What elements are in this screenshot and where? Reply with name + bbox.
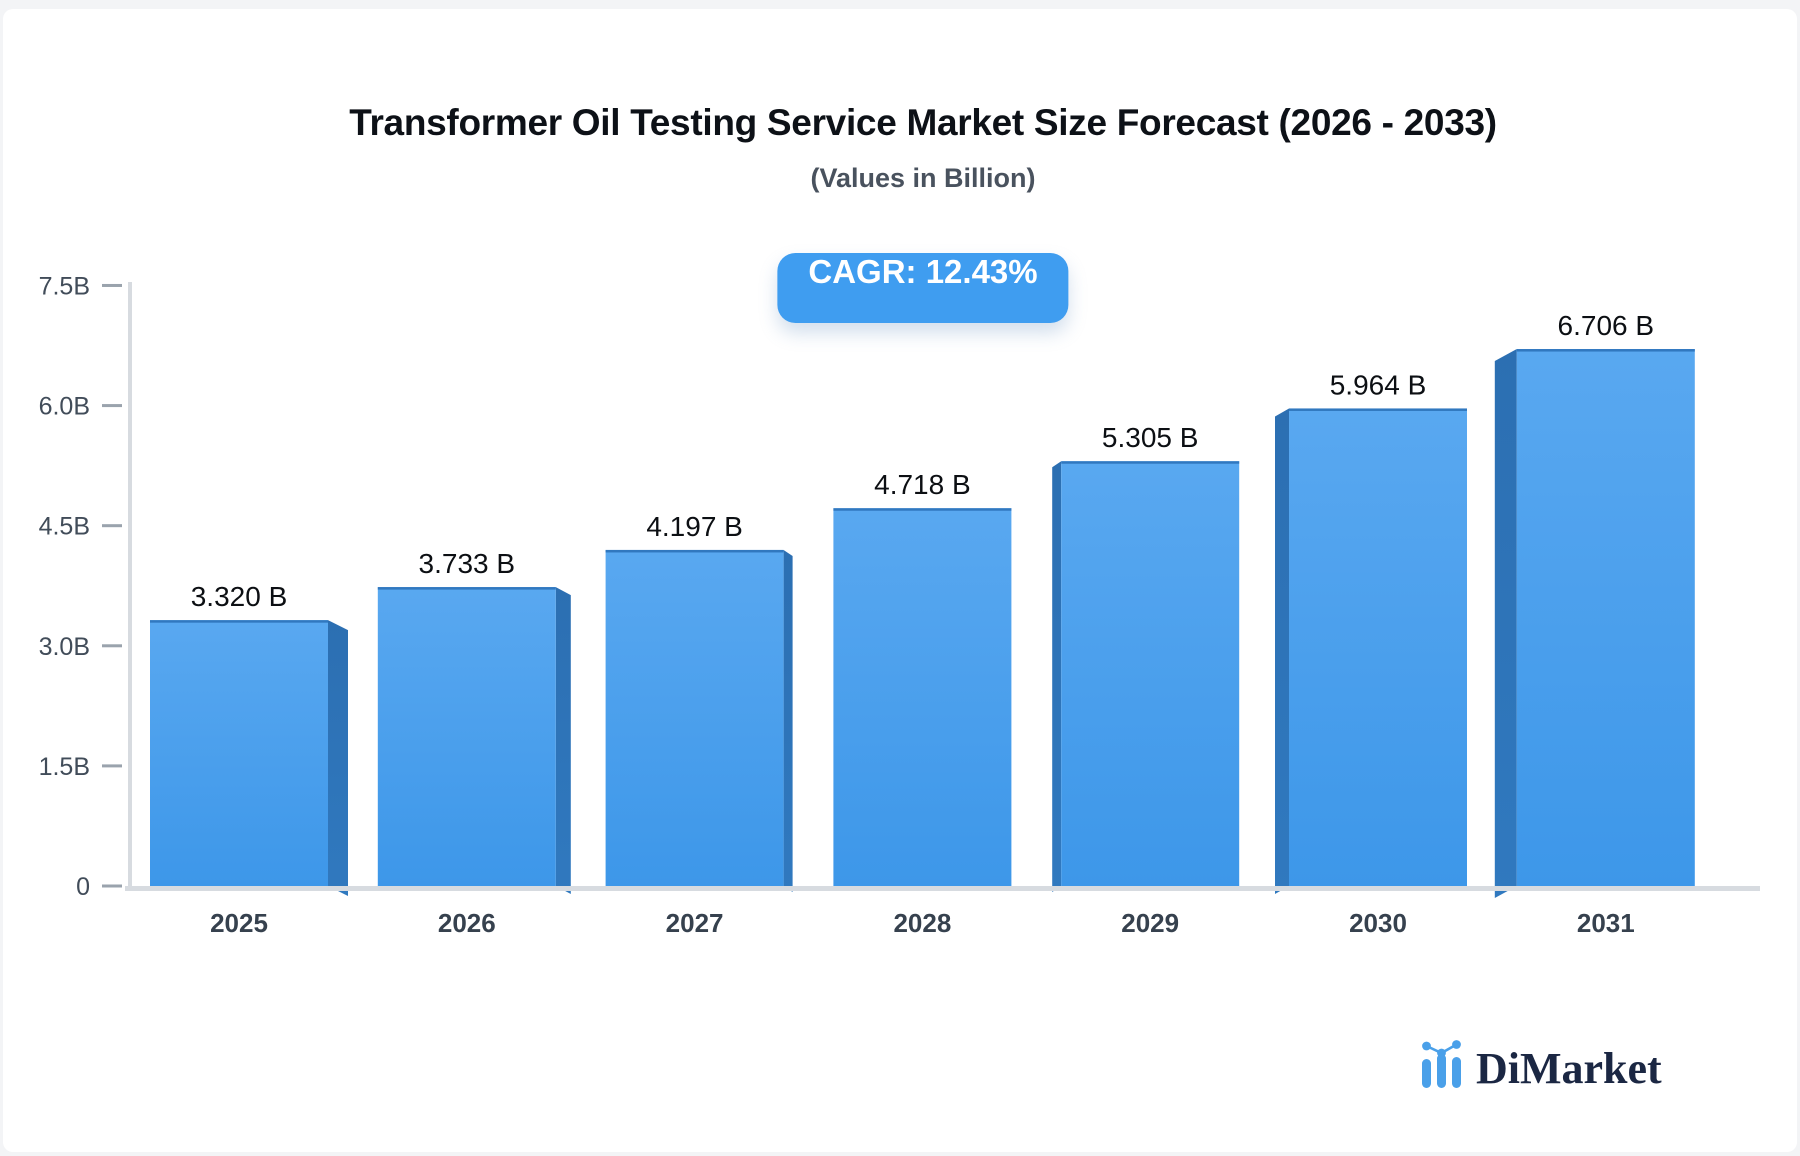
bar-top-edge [833, 508, 1012, 511]
bar-2025 [150, 620, 328, 886]
bar-2031 [1516, 349, 1695, 887]
chart-card: 0 1.5B 3.0B 4.5B 6.0B 7.5B 3.320 B 2025 3.733 B 2… [3, 9, 1797, 1152]
y-axis-line [128, 282, 132, 891]
bar-2030 [1289, 408, 1467, 886]
bar-side-panel [555, 587, 571, 894]
bar-side-panel [1052, 461, 1062, 892]
bar-value-label: 3.733 B [419, 548, 516, 579]
y-tick-label: 4.5B [39, 513, 90, 541]
x-axis-line [125, 886, 1760, 891]
y-tick [102, 644, 122, 648]
y-tick [102, 283, 122, 287]
y-tick-label: 1.5B [39, 753, 90, 781]
y-tick [102, 524, 122, 528]
bar-2026 [377, 587, 556, 886]
bar-2028 [833, 508, 1012, 886]
x-category-label: 2031 [1577, 908, 1635, 938]
bar-top-edge [377, 587, 556, 590]
bar-top-edge [1289, 408, 1467, 411]
bar-side-panel [1275, 408, 1289, 894]
bar-2029 [1061, 461, 1240, 886]
cagr-badge: CAGR: 12.43% [777, 253, 1069, 323]
bar-top-edge [150, 620, 328, 623]
brand-name: DiMarket [1476, 1043, 1662, 1093]
page-title: Transformer Oil Testing Service Market S… [349, 102, 1497, 143]
page-subtitle: (Values in Billion) [810, 163, 1036, 193]
x-category-label: 2027 [666, 908, 724, 938]
y-tick [102, 764, 122, 768]
bar-value-label: 5.305 B [1102, 422, 1199, 453]
y-tick-label: 7.5B [39, 272, 90, 300]
bar-chart-logo-icon [1422, 1040, 1461, 1088]
bar-2027 [605, 549, 784, 886]
bar-value-label: 4.718 B [874, 469, 971, 500]
y-tick-label: 0 [76, 873, 90, 901]
x-category-label: 2026 [438, 908, 496, 938]
x-category-label: 2025 [210, 908, 268, 938]
y-tick-label: 3.0B [39, 633, 90, 661]
bar-value-label: 5.964 B [1330, 369, 1427, 400]
bar-top-edge [1061, 461, 1240, 464]
bar-top-edge [1516, 349, 1695, 352]
bar-side-panel [328, 620, 348, 896]
x-category-label: 2028 [893, 908, 951, 938]
plot-area: 0 1.5B 3.0B 4.5B 6.0B 7.5B 3.320 B 2025 3.733 B 2… [39, 272, 1760, 938]
bar-side-panel [783, 549, 793, 892]
y-tick [102, 404, 122, 408]
brand-logo: DiMarket [1421, 1040, 1662, 1093]
y-tick [102, 884, 122, 888]
chart-canvas: 0 1.5B 3.0B 4.5B 6.0B 7.5B 3.320 B 2025 3.733 B 2… [39, 272, 1760, 938]
x-category-label: 2030 [1349, 908, 1407, 938]
x-category-label: 2029 [1121, 908, 1179, 938]
bar-top-edge [605, 549, 784, 553]
bar-value-label: 4.197 B [646, 511, 743, 542]
chart-content: 0 1.5B 3.0B 4.5B 6.0B 7.5B 3.320 B 2025 3.733 B 2… [3, 9, 1797, 1152]
bar-value-label: 6.706 B [1558, 310, 1655, 341]
y-tick-label: 6.0B [39, 393, 90, 421]
bar-side-panel [1494, 349, 1517, 899]
bar-value-label: 3.320 B [191, 581, 288, 612]
